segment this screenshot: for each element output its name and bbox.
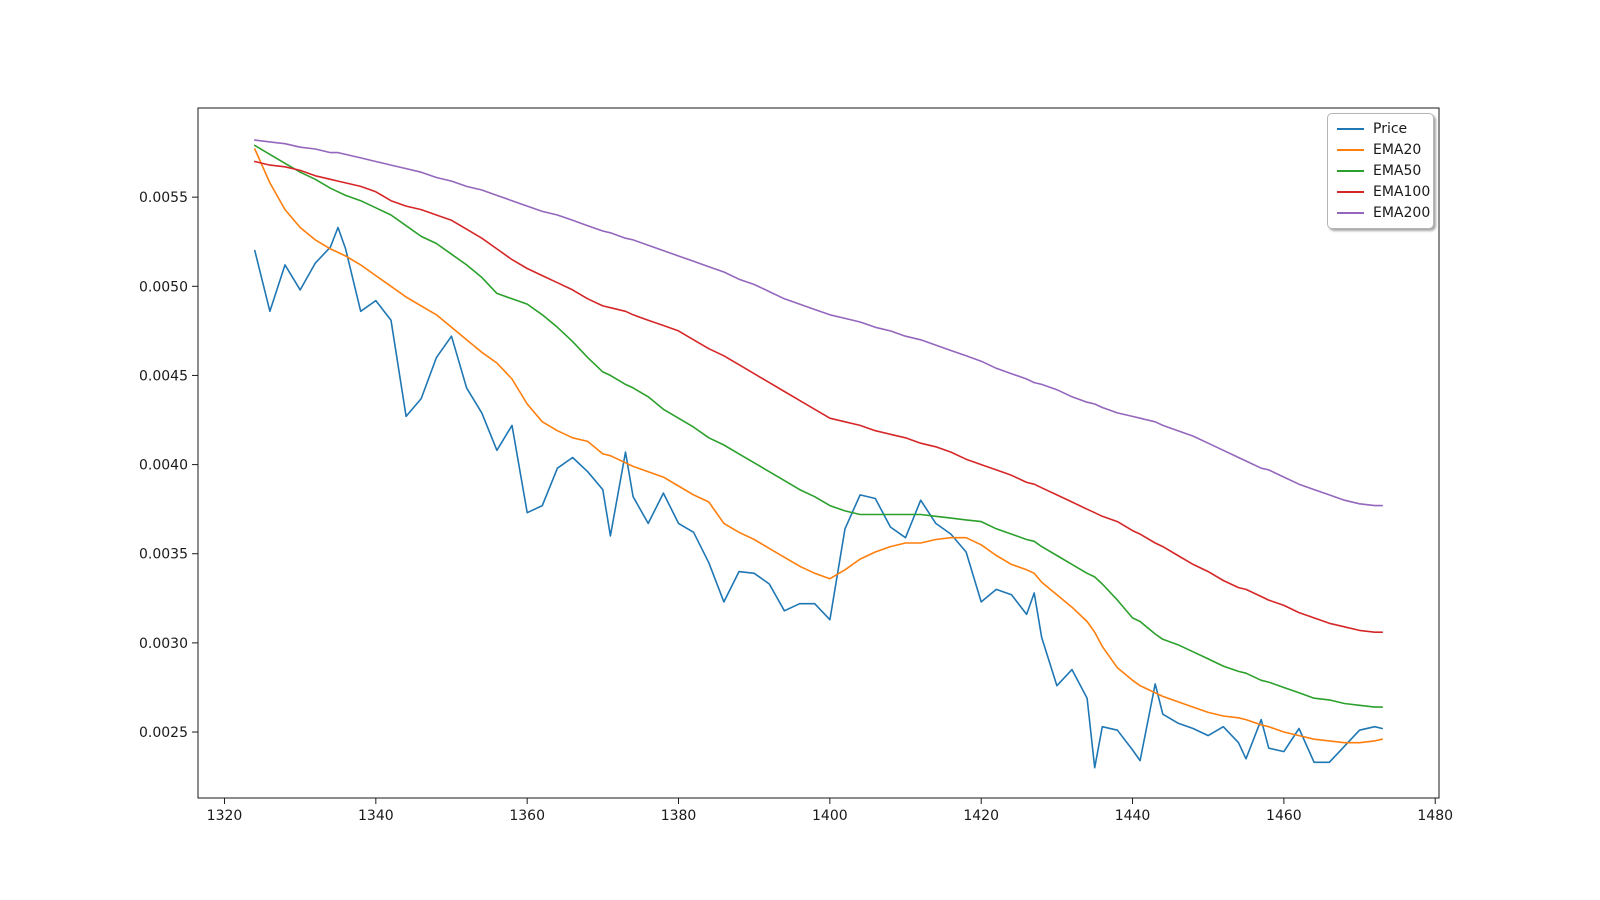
x-tick-label: 1360 [509,808,545,824]
y-tick-label: 0.0050 [139,279,188,295]
legend-label: EMA20 [1373,142,1422,158]
legend-item-price: Price [1337,121,1424,137]
ema50-line [254,144,1383,708]
x-tick-label: 1480 [1417,808,1453,824]
legend-label: Price [1373,121,1408,137]
x-tick-label: 1440 [1115,808,1151,824]
legend: Price EMA20 EMA50 EMA100 EMA200 [1327,113,1434,229]
legend-line-sample [1337,128,1364,130]
x-tick-label: 1340 [358,808,394,824]
legend-item-ema50: EMA50 [1337,163,1424,179]
legend-label: EMA200 [1373,205,1431,221]
price-line [254,226,1383,769]
x-tick-label: 1400 [812,808,848,824]
x-tick-label: 1380 [661,808,697,824]
x-tick-label: 1320 [207,808,243,824]
y-tick-label: 0.0040 [139,458,188,474]
x-tick-label: 1460 [1266,808,1302,824]
ema20-line [254,148,1383,744]
y-tick-label: 0.0055 [139,190,188,206]
x-tick-label: 1420 [963,808,999,824]
y-tick-label: 0.0030 [139,636,188,652]
ema100-line [254,160,1383,634]
legend-item-ema200: EMA200 [1337,205,1430,221]
legend-line-sample [1337,149,1364,151]
plot-frame [197,107,1440,799]
ema200-line [254,139,1383,507]
legend-line-sample [1337,170,1364,172]
y-tick-label: 0.0025 [139,725,188,741]
legend-item-ema20: EMA20 [1337,142,1424,158]
legend-item-ema100: EMA100 [1337,184,1430,200]
y-tick-label: 0.0035 [139,547,188,563]
y-tick-label: 0.0045 [139,368,188,384]
legend-line-sample [1337,212,1364,214]
legend-label: EMA100 [1373,184,1431,200]
legend-label: EMA50 [1373,163,1422,179]
legend-line-sample [1337,191,1364,193]
